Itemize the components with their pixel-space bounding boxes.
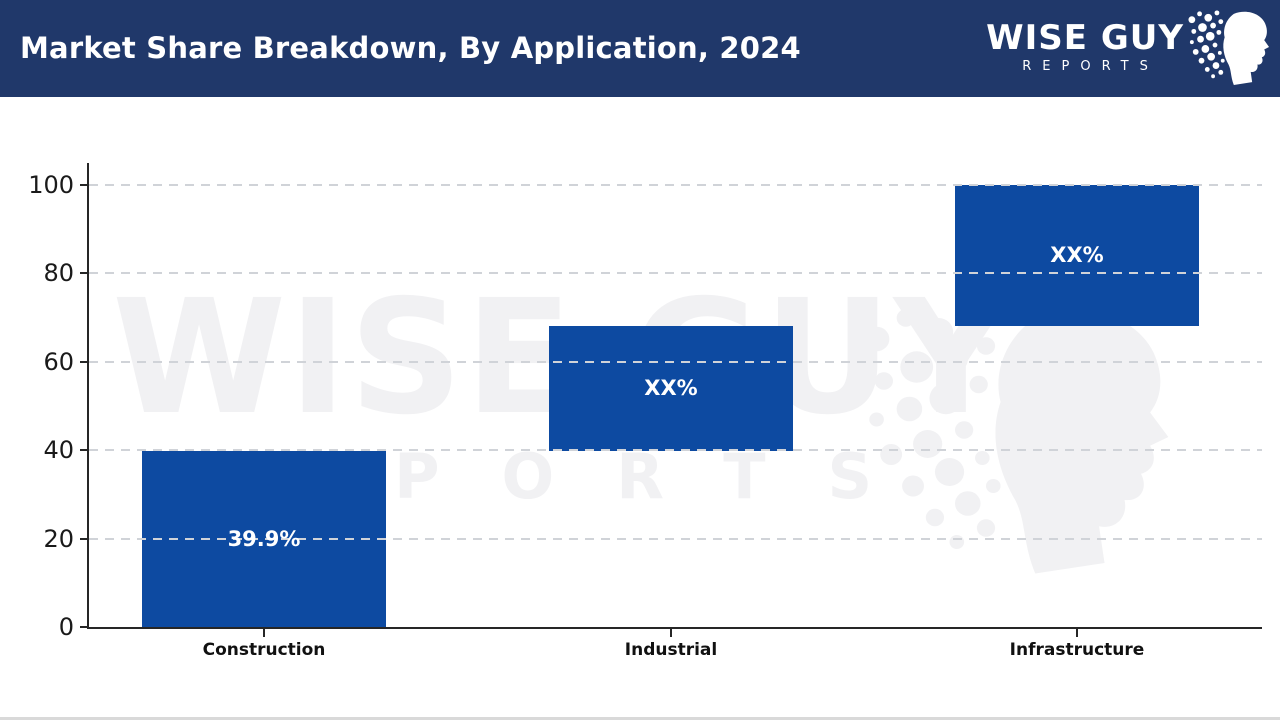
x-tick bbox=[263, 629, 265, 637]
bar-infrastructure bbox=[955, 185, 1199, 326]
bar-value-label: XX% bbox=[644, 376, 698, 401]
gridline-40 bbox=[89, 449, 1262, 452]
y-tick-label: 20 bbox=[43, 524, 74, 553]
logo-reports-text: REPORTS bbox=[1022, 59, 1159, 74]
x-tick bbox=[670, 629, 672, 637]
bar-value-label: XX% bbox=[1050, 243, 1104, 268]
x-tick bbox=[1076, 629, 1078, 637]
bar-value-label: 39.9% bbox=[227, 526, 301, 551]
header-bar: Market Share Breakdown, By Application, … bbox=[0, 0, 1280, 97]
y-axis-line bbox=[87, 163, 89, 629]
y-tick-label: 60 bbox=[43, 347, 74, 376]
y-tick-label: 80 bbox=[43, 259, 74, 288]
logo-wiseguy-text: WISE GUY bbox=[986, 18, 1184, 58]
page-title: Market Share Breakdown, By Application, … bbox=[20, 31, 801, 65]
x-tick-label: Industrial bbox=[624, 640, 718, 660]
logo-head-profile-icon bbox=[1188, 10, 1270, 86]
y-tick bbox=[80, 537, 88, 540]
y-tick bbox=[80, 626, 88, 628]
y-tick-label: 40 bbox=[43, 436, 74, 465]
x-tick-label: Construction bbox=[202, 640, 326, 660]
y-tick bbox=[80, 360, 88, 363]
y-tick bbox=[80, 449, 88, 452]
y-tick-label: 100 bbox=[28, 171, 74, 199]
y-tick bbox=[80, 272, 88, 275]
gridline-80 bbox=[89, 272, 1262, 275]
bar-industrial bbox=[549, 325, 793, 451]
logo-wordmark: WISE GUY REPORTS bbox=[986, 18, 1184, 76]
x-tick-label: Infrastructure bbox=[1009, 640, 1145, 660]
gridline-100 bbox=[89, 184, 1262, 186]
x-axis-line bbox=[87, 627, 1262, 629]
y-tick bbox=[80, 184, 88, 186]
wise-guy-logo: WISE GUY REPORTS bbox=[986, 8, 1270, 86]
y-tick-label: 0 bbox=[58, 613, 74, 641]
gridline-20 bbox=[89, 537, 1262, 540]
bottom-border-line bbox=[0, 717, 1280, 720]
gridline-60 bbox=[89, 360, 1262, 363]
